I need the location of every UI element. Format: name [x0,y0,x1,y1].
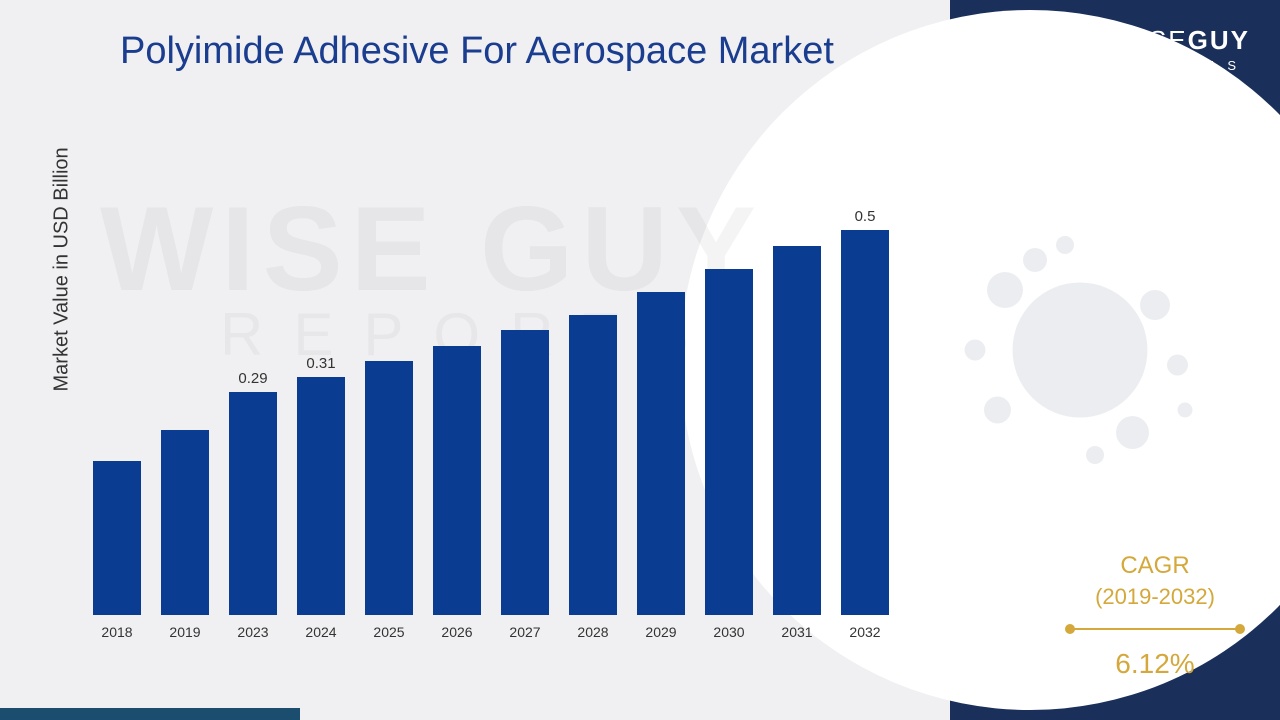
x-axis-tick: 2029 [634,624,688,640]
x-axis-tick: 2019 [158,624,212,640]
bar [501,330,549,615]
logo-word-b: GUY [1188,25,1250,55]
bar-group [498,308,552,615]
bar-group [770,224,824,615]
bar-group [634,270,688,615]
bar [637,292,685,615]
cagr-divider [1070,628,1240,630]
bar [229,392,277,615]
bar [161,430,209,615]
x-axis-tick: 2030 [702,624,756,640]
bar-value-label: 0.29 [238,370,267,388]
bar-group [430,324,484,615]
bar-value-label: 0.5 [855,208,876,226]
y-axis-label: Market Value in USD Billion [51,147,74,391]
bar-group [566,293,620,615]
cagr-value: 6.12% [1030,648,1280,680]
bar-group [702,247,756,615]
x-axis-tick: 2027 [498,624,552,640]
x-axis-tick: 2032 [838,624,892,640]
bar-value-label: 0.31 [306,355,335,373]
bar-group: 0.31 [294,355,348,615]
cagr-range: (2019-2032) [1030,584,1280,610]
head-icon [1170,55,1250,135]
bar-group: 0.29 [226,370,280,615]
bar-group [362,339,416,615]
x-axis-tick: 2024 [294,624,348,640]
bar [93,461,141,615]
bar [433,346,481,615]
bar [365,361,413,615]
x-axis-labels: 2018 2019 2023 2024 2025 2026 2027 2028 2029 2030… [90,624,910,640]
bottom-accent-bar [0,708,300,720]
bar-group [158,408,212,615]
logo-main: WISEGUY [1089,25,1250,56]
bar [705,269,753,615]
bar [773,246,821,615]
x-axis-tick: 2023 [226,624,280,640]
x-axis-tick: 2018 [90,624,144,640]
bar [841,230,889,615]
logo-word-a: WISE [1113,25,1187,55]
x-axis-tick: 2031 [770,624,824,640]
x-axis-tick: 2025 [362,624,416,640]
bar [297,377,345,615]
bar [569,315,617,615]
cagr-box: CAGR (2019-2032) 6.12% [1030,552,1280,680]
x-axis-tick: 2028 [566,624,620,640]
chart-title: Polyimide Adhesive For Aerospace Market [120,30,834,74]
bars-container: 0.29 0.31 0.5 [90,175,910,615]
cagr-title: CAGR [1030,552,1280,580]
bar-group [90,439,144,615]
x-axis-tick: 2026 [430,624,484,640]
bar-group: 0.5 [838,208,892,615]
